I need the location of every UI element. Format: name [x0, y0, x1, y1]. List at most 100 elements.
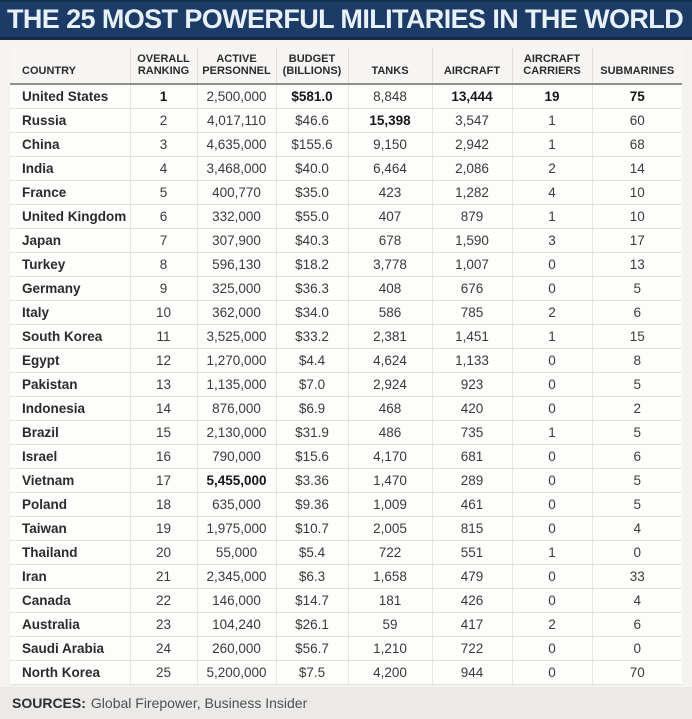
cell-country: Brazil — [10, 420, 130, 445]
cell-submarines: 68 — [591, 132, 682, 157]
cell-tanks: 678 — [347, 228, 432, 253]
cell-aircraft-carriers: 0 — [511, 468, 592, 493]
cell-country: Thailand — [10, 540, 130, 565]
cell-aircraft: 1,282 — [431, 180, 512, 205]
cell-submarines: 60 — [591, 108, 682, 133]
table-row: Israel 16 790,000 $15.6 4,170 681 0 6 — [10, 444, 682, 469]
cell-country: Canada — [10, 588, 130, 613]
cell-country: Vietnam — [10, 468, 130, 493]
cell-submarines: 17 — [591, 228, 682, 253]
cell-overall-ranking: 11 — [129, 324, 197, 349]
cell-submarines: 5 — [591, 468, 682, 493]
table-row: Iran 21 2,345,000 $6.3 1,658 479 0 33 — [10, 564, 682, 589]
header-row: COUNTRY OVERALL RANKING ACTIVE PERSONNEL BU… — [10, 48, 682, 85]
column-header-overall-ranking: OVERALL RANKING — [129, 48, 197, 85]
cell-country: Israel — [10, 444, 130, 469]
cell-overall-ranking: 15 — [129, 420, 197, 445]
cell-tanks: 722 — [347, 540, 432, 565]
cell-aircraft-carriers: 0 — [511, 444, 592, 469]
cell-tanks: 423 — [347, 180, 432, 205]
column-header-submarines: SUBMARINES — [591, 48, 682, 85]
cell-tanks: 6,464 — [347, 156, 432, 181]
cell-active-personnel: 146,000 — [196, 588, 276, 613]
cell-aircraft: 879 — [431, 204, 512, 229]
cell-submarines: 33 — [591, 564, 682, 589]
cell-overall-ranking: 22 — [129, 588, 197, 613]
cell-overall-ranking: 6 — [129, 204, 197, 229]
cell-active-personnel: 307,900 — [196, 228, 276, 253]
cell-budget-billions: $581.0 — [275, 84, 348, 109]
table-row: China 3 4,635,000 $155.6 9,150 2,942 1 68 — [10, 132, 682, 157]
cell-submarines: 5 — [591, 276, 682, 301]
cell-budget-billions: $10.7 — [275, 516, 348, 541]
cell-overall-ranking: 9 — [129, 276, 197, 301]
cell-aircraft: 479 — [431, 564, 512, 589]
table-row: Russia 2 4,017,110 $46.6 15,398 3,547 1 60 — [10, 108, 682, 133]
cell-overall-ranking: 18 — [129, 492, 197, 517]
table-body: United States 1 2,500,000 $581.0 8,848 13,444… — [10, 84, 682, 685]
table-container: COUNTRY OVERALL RANKING ACTIVE PERSONNEL BU… — [10, 48, 682, 685]
cell-overall-ranking: 3 — [129, 132, 197, 157]
cell-aircraft-carriers: 4 — [511, 180, 592, 205]
cell-country: China — [10, 132, 130, 157]
cell-active-personnel: 876,000 — [196, 396, 276, 421]
cell-overall-ranking: 19 — [129, 516, 197, 541]
cell-budget-billions: $4.4 — [275, 348, 348, 373]
table-row: Indonesia 14 876,000 $6.9 468 420 0 2 — [10, 396, 682, 421]
cell-aircraft: 735 — [431, 420, 512, 445]
cell-aircraft-carriers: 0 — [511, 372, 592, 397]
cell-country: Turkey — [10, 252, 130, 277]
cell-aircraft: 944 — [431, 660, 512, 685]
cell-budget-billions: $34.0 — [275, 300, 348, 325]
cell-aircraft-carriers: 2 — [511, 300, 592, 325]
cell-aircraft-carriers: 2 — [511, 156, 592, 181]
cell-country: United Kingdom — [10, 204, 130, 229]
cell-overall-ranking: 10 — [129, 300, 197, 325]
cell-tanks: 4,200 — [347, 660, 432, 685]
table-row: Germany 9 325,000 $36.3 408 676 0 5 — [10, 276, 682, 301]
cell-active-personnel: 3,525,000 — [196, 324, 276, 349]
cell-aircraft: 420 — [431, 396, 512, 421]
cell-active-personnel: 790,000 — [196, 444, 276, 469]
cell-budget-billions: $7.5 — [275, 660, 348, 685]
cell-submarines: 14 — [591, 156, 682, 181]
cell-aircraft-carriers: 1 — [511, 324, 592, 349]
table-row: Turkey 8 596,130 $18.2 3,778 1,007 0 13 — [10, 252, 682, 277]
cell-tanks: 586 — [347, 300, 432, 325]
table-row: Australia 23 104,240 $26.1 59 417 2 6 — [10, 612, 682, 637]
cell-active-personnel: 2,500,000 — [196, 84, 276, 109]
cell-tanks: 8,848 — [347, 84, 432, 109]
cell-overall-ranking: 25 — [129, 660, 197, 685]
cell-country: Iran — [10, 564, 130, 589]
cell-active-personnel: 1,975,000 — [196, 516, 276, 541]
column-header-active-personnel: ACTIVE PERSONNEL — [196, 48, 276, 85]
cell-active-personnel: 1,270,000 — [196, 348, 276, 373]
cell-tanks: 1,009 — [347, 492, 432, 517]
table-row: France 5 400,770 $35.0 423 1,282 4 10 — [10, 180, 682, 205]
cell-budget-billions: $35.0 — [275, 180, 348, 205]
cell-active-personnel: 3,468,000 — [196, 156, 276, 181]
column-header-tanks: TANKS — [347, 48, 432, 85]
table-row: Saudi Arabia 24 260,000 $56.7 1,210 722 0 0 — [10, 636, 682, 661]
cell-overall-ranking: 5 — [129, 180, 197, 205]
cell-active-personnel: 5,455,000 — [196, 468, 276, 493]
table-row: United Kingdom 6 332,000 $55.0 407 879 1 10 — [10, 204, 682, 229]
cell-country: Japan — [10, 228, 130, 253]
cell-active-personnel: 2,345,000 — [196, 564, 276, 589]
table-row: Thailand 20 55,000 $5.4 722 551 1 0 — [10, 540, 682, 565]
table-row: Japan 7 307,900 $40.3 678 1,590 3 17 — [10, 228, 682, 253]
table-row: United States 1 2,500,000 $581.0 8,848 13,444… — [10, 84, 682, 109]
cell-overall-ranking: 1 — [129, 84, 197, 109]
cell-overall-ranking: 24 — [129, 636, 197, 661]
column-header-aircraft-carriers: AIRCRAFT CARRIERS — [511, 48, 592, 85]
cell-budget-billions: $46.6 — [275, 108, 348, 133]
cell-active-personnel: 55,000 — [196, 540, 276, 565]
cell-aircraft-carriers: 1 — [511, 420, 592, 445]
cell-budget-billions: $26.1 — [275, 612, 348, 637]
cell-country: Australia — [10, 612, 130, 637]
cell-aircraft: 1,590 — [431, 228, 512, 253]
table-row: Taiwan 19 1,975,000 $10.7 2,005 815 0 4 — [10, 516, 682, 541]
cell-budget-billions: $155.6 — [275, 132, 348, 157]
cell-submarines: 5 — [591, 420, 682, 445]
table-row: North Korea 25 5,200,000 $7.5 4,200 944 0 70 — [10, 660, 682, 685]
